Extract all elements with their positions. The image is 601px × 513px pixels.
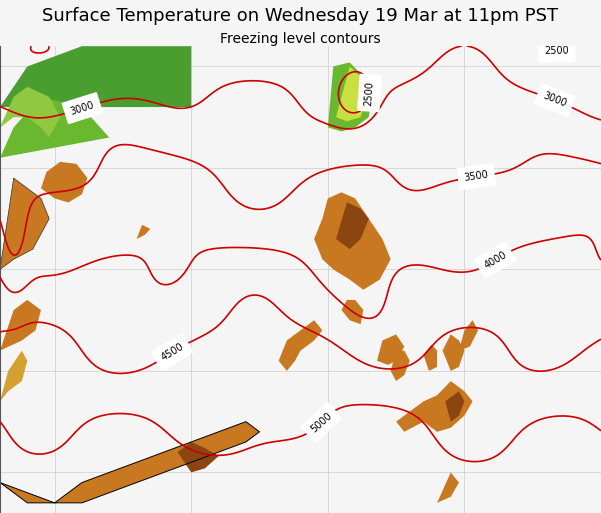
- Polygon shape: [336, 67, 366, 121]
- Polygon shape: [136, 225, 150, 239]
- Polygon shape: [177, 442, 219, 472]
- Polygon shape: [377, 334, 404, 365]
- Polygon shape: [0, 422, 260, 503]
- Polygon shape: [336, 203, 369, 249]
- Polygon shape: [0, 97, 109, 158]
- Text: Surface Temperature on Wednesday 19 Mar at 11pm PST: Surface Temperature on Wednesday 19 Mar …: [43, 7, 558, 25]
- Polygon shape: [459, 320, 478, 350]
- Polygon shape: [0, 178, 49, 269]
- Polygon shape: [442, 334, 465, 371]
- Polygon shape: [0, 300, 41, 350]
- Polygon shape: [396, 381, 472, 432]
- Text: 3500: 3500: [463, 170, 489, 183]
- Polygon shape: [314, 192, 391, 290]
- Polygon shape: [0, 350, 27, 401]
- Polygon shape: [437, 472, 459, 503]
- Polygon shape: [445, 391, 465, 422]
- Polygon shape: [341, 300, 364, 324]
- Polygon shape: [0, 87, 60, 137]
- Text: Freezing level contours: Freezing level contours: [220, 32, 381, 46]
- Polygon shape: [0, 46, 191, 107]
- Text: 4500: 4500: [159, 342, 185, 363]
- Polygon shape: [328, 63, 371, 131]
- Polygon shape: [424, 345, 437, 371]
- Text: 4000: 4000: [482, 249, 508, 271]
- Polygon shape: [41, 162, 87, 203]
- Text: 3000: 3000: [69, 100, 96, 116]
- Text: 2500: 2500: [364, 81, 376, 106]
- Polygon shape: [391, 350, 410, 381]
- Polygon shape: [279, 320, 322, 371]
- Text: 5000: 5000: [309, 410, 334, 435]
- Text: 2500: 2500: [545, 46, 569, 56]
- Text: 3000: 3000: [542, 91, 568, 109]
